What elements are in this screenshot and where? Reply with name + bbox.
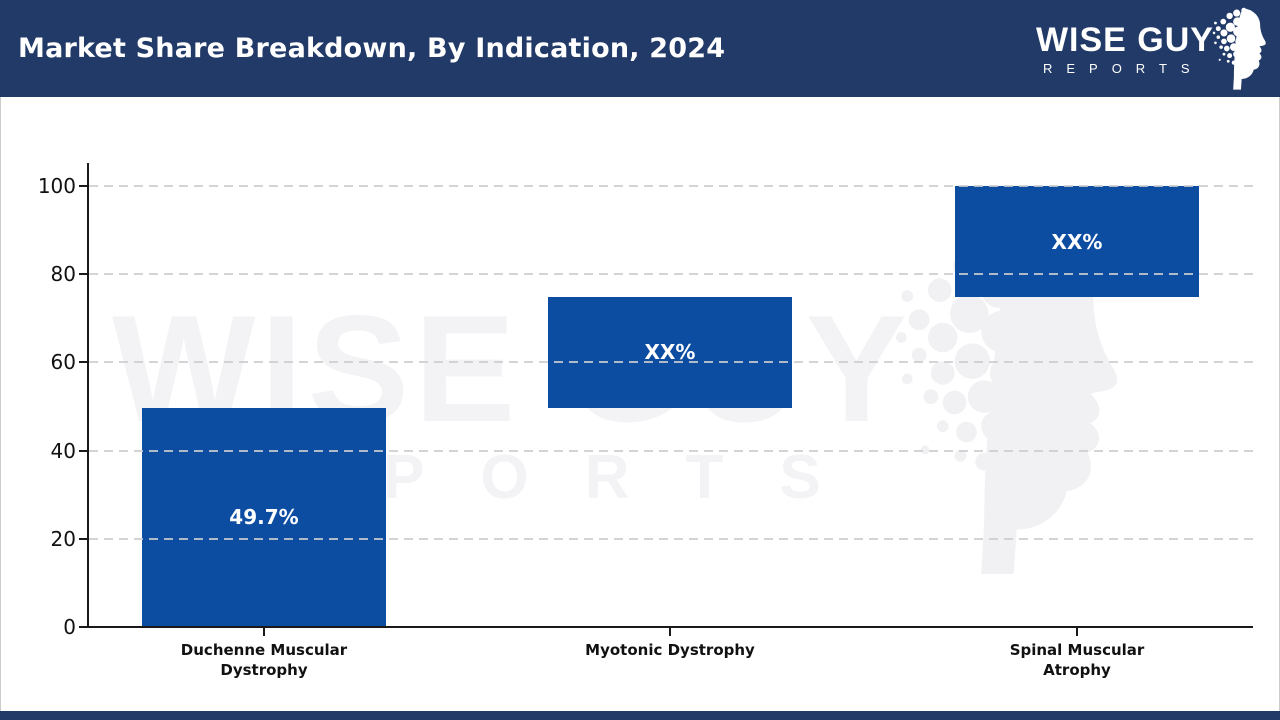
bar-value-label: XX% [644, 340, 696, 365]
y-axis-tick-0 [79, 626, 88, 628]
category-label-1: Duchenne Muscular Dystrophy [180, 641, 348, 679]
y-axis-tick-label-80: 80 [50, 262, 76, 287]
x-axis-tick-1 [263, 628, 265, 636]
gridline-20 [89, 537, 1253, 540]
y-axis-tick-label-0: 0 [63, 615, 76, 639]
bar-segment-1: 49.7% [142, 407, 386, 627]
bar-segment-2: XX% [548, 297, 792, 408]
y-axis-tick-label-20: 20 [50, 526, 76, 551]
x-axis-tick-3 [1076, 628, 1078, 636]
page-title: Market Share Breakdown, By Indication, 2… [18, 33, 726, 64]
y-axis-tick-60 [79, 361, 88, 364]
wiseguy-reports-logo: WISE GUY REPORTS [1036, 6, 1280, 91]
x-axis-tick-2 [669, 628, 671, 636]
logo-reports-text: REPORTS [1042, 60, 1204, 76]
y-axis-line [87, 163, 89, 628]
y-axis-tick-label-40: 40 [50, 438, 76, 463]
y-axis-tick-label-100: 100 [37, 174, 76, 198]
gridline-60 [89, 361, 1253, 364]
gridline-40 [89, 449, 1253, 452]
y-axis-tick-80 [79, 273, 88, 276]
category-label-3: Spinal Muscular Atrophy [1009, 641, 1145, 679]
header-bar: Market Share Breakdown, By Indication, 2… [0, 0, 1280, 97]
y-axis-tick-100 [79, 185, 88, 187]
content-frame-left-border [0, 97, 1, 711]
y-axis-tick-label-60: 60 [50, 350, 76, 375]
y-axis-tick-40 [79, 449, 88, 452]
gridline-100 [89, 185, 1253, 187]
bar-segment-3: XX% [955, 186, 1199, 298]
bar-value-label: XX% [1051, 229, 1103, 254]
bar-value-label: 49.7% [229, 505, 299, 530]
footer-bar [0, 711, 1280, 720]
logo-wiseguy-text: WISE GUY [1035, 20, 1214, 59]
dotted-head-profile-icon [1212, 7, 1266, 90]
gridline-80 [89, 273, 1253, 276]
category-label-2: Myotonic Dystrophy [585, 641, 755, 659]
x-axis-line [87, 626, 1253, 628]
y-axis-tick-20 [79, 537, 88, 540]
